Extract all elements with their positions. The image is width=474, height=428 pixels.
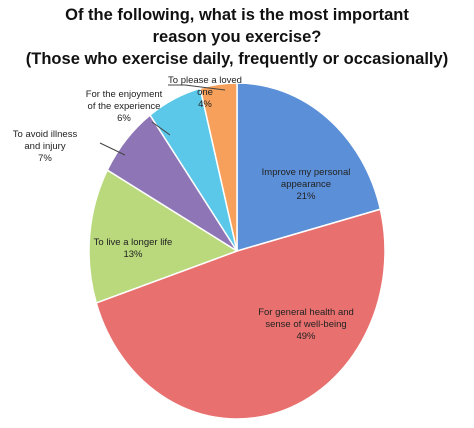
slice-label: To live a longer life 13% bbox=[78, 237, 188, 261]
category-label: To avoid illness and injury bbox=[12, 129, 78, 152]
value-label: 49% bbox=[296, 331, 316, 342]
category-label: For general health and sense of well-bei… bbox=[258, 307, 354, 330]
category-label: To please a loved one bbox=[168, 75, 242, 98]
pie-slice bbox=[236, 82, 382, 252]
slice-label: To avoid illness and injury 7% bbox=[5, 129, 85, 165]
pie-slice bbox=[95, 208, 386, 420]
leader-line bbox=[184, 84, 226, 91]
slice-label: For the enjoyment of the experience 6% bbox=[84, 89, 164, 125]
pie-slice bbox=[199, 82, 238, 252]
slice-label: Improve my personal appearance 21% bbox=[251, 167, 361, 203]
category-label: To live a longer life bbox=[93, 237, 173, 248]
header: Of the following, what is the most impor… bbox=[10, 4, 464, 70]
value-label: 4% bbox=[198, 99, 212, 110]
slice-label: For general health and sense of well-bei… bbox=[251, 307, 361, 343]
category-label: Improve my personal appearance bbox=[261, 167, 351, 190]
value-label: 6% bbox=[117, 113, 131, 124]
slice-label: To please a loved one 4% bbox=[165, 75, 245, 111]
category-label: For the enjoyment of the experience bbox=[85, 89, 163, 112]
pie-slice bbox=[88, 168, 239, 304]
value-label: 13% bbox=[123, 249, 143, 260]
leader-line bbox=[99, 142, 126, 156]
leader-line bbox=[151, 121, 171, 136]
chart-title: Of the following, what is the most impor… bbox=[65, 6, 409, 46]
value-label: 21% bbox=[296, 191, 316, 202]
value-label: 7% bbox=[38, 153, 52, 164]
chart-subtitle: (Those who exercise daily, frequently or… bbox=[25, 50, 449, 68]
